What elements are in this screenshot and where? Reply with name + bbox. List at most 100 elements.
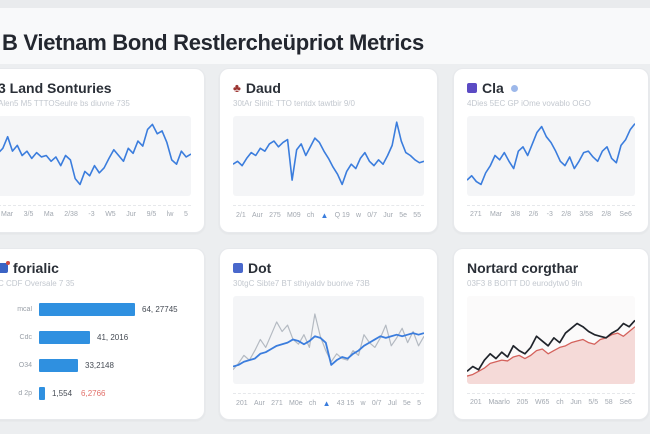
axis-tick: lw bbox=[166, 211, 174, 218]
axis-tick: Mar bbox=[490, 211, 503, 218]
axis-tick: 5e bbox=[399, 212, 407, 219]
axis-tick: ch bbox=[556, 399, 564, 406]
card-title: Cla bbox=[482, 80, 504, 96]
axis-tick: 43 15 bbox=[336, 400, 355, 407]
card-land-sonturies: 3 Land Sonturies Alen5 M5 TTTOSeulre bs … bbox=[0, 68, 205, 233]
card-forialic: forialic C CDF Oversale 7 35 mcal 64, 277… bbox=[0, 248, 205, 420]
axis-tick: M0e bbox=[289, 400, 303, 407]
bar-row: d 2p 1,554 6,2766 bbox=[0, 387, 191, 400]
axis-tick: M09 bbox=[286, 212, 301, 219]
bar-label: Cdc bbox=[19, 334, 32, 341]
axis-tick: w bbox=[356, 212, 362, 219]
axis-tick: ▲ bbox=[320, 211, 329, 220]
axis-tick: 271 bbox=[271, 400, 283, 407]
axis-tick: 58 bbox=[604, 399, 613, 406]
axis-tick: ch bbox=[308, 400, 317, 407]
blue-cube-icon bbox=[233, 263, 243, 273]
axis-tick: 2/8 bbox=[601, 211, 612, 218]
card-title: forialic bbox=[13, 260, 59, 276]
line-chart-cla bbox=[467, 116, 635, 196]
axis-tick: 5/5 bbox=[588, 399, 599, 406]
axis-tick: Q 19 bbox=[334, 212, 350, 219]
axis-tick: Se6 bbox=[619, 211, 632, 218]
x-axis-ticks: 201 Aur 271 M0e ch ▲ 43 15 w 0/7 Jul 5e 5 bbox=[233, 393, 424, 408]
card-title: 3 Land Sonturies bbox=[0, 80, 112, 96]
x-axis-ticks: Mar 3/5 Ma 2/38 -3 W5 Jur 9/5 lw 5 bbox=[0, 205, 191, 218]
x-axis-ticks: 201 Maarlo 205 W65 ch Jun 5/5 58 Se6 bbox=[467, 393, 635, 406]
clover-icon: ♣ bbox=[233, 81, 241, 95]
card-dot: Dot 30tgC Sibte7 BT sthiyaldv buorive 73… bbox=[219, 248, 438, 420]
axis-tick: 2/38 bbox=[64, 211, 78, 218]
bar-value: 1,554 bbox=[52, 389, 73, 398]
axis-tick: 2/1 bbox=[236, 212, 246, 219]
card-subtitle: 30tAr Slinit: TTO tentdx tawtbir 9/0 bbox=[233, 99, 355, 108]
card-title-row: Nortard corgthar bbox=[467, 260, 635, 276]
page-header: B Vietnam Bond Restlercheüpriot Metrics bbox=[0, 8, 650, 64]
card-title-row: ♣ Daud bbox=[233, 80, 424, 96]
axis-tick: 9/5 bbox=[146, 211, 157, 218]
axis-tick: Mar bbox=[1, 211, 14, 218]
bar bbox=[39, 303, 135, 316]
card-title: Nortard corgthar bbox=[467, 260, 579, 276]
axis-tick: ch bbox=[306, 212, 315, 219]
card-nortard-corgthar: Nortard corgthar 03F3 8 BOITT D0 eurodyt… bbox=[453, 248, 649, 420]
axis-tick: 201 bbox=[470, 399, 482, 406]
card-subtitle: C CDF Oversale 7 35 bbox=[0, 279, 75, 288]
axis-tick: 275 bbox=[269, 212, 281, 219]
card-title-row: Cla bbox=[467, 80, 635, 96]
card-daud: ♣ Daud 30tAr Slinit: TTO tentdx tawtbir … bbox=[219, 68, 438, 233]
axis-tick: Jur bbox=[126, 211, 136, 218]
card-subtitle: 4Dies 5EC GP iOme vovablo OGO bbox=[467, 99, 591, 108]
axis-tick: 2/6 bbox=[528, 211, 539, 218]
top-strip bbox=[0, 0, 650, 8]
axis-tick: 5 bbox=[417, 400, 421, 407]
bar-label: O34 bbox=[18, 362, 32, 369]
bar-row: O34 33,2148 bbox=[0, 359, 191, 372]
axis-tick: -3 bbox=[88, 211, 95, 218]
axis-tick: Aur bbox=[251, 212, 263, 219]
line-chart-dot bbox=[233, 296, 424, 384]
axis-tick: Jun bbox=[570, 399, 582, 406]
axis-tick: W65 bbox=[535, 399, 550, 406]
axis-tick: 205 bbox=[516, 399, 529, 406]
axis-tick: 0/7 bbox=[371, 400, 382, 407]
axis-tick: Se6 bbox=[619, 399, 632, 406]
area-chart-nortard bbox=[467, 296, 635, 384]
bar-label: mcal bbox=[17, 306, 32, 313]
bar-label: d 2p bbox=[18, 390, 32, 397]
card-title-row: Dot bbox=[233, 260, 424, 276]
axis-tick: 3/5 bbox=[23, 211, 34, 218]
bar bbox=[39, 387, 45, 400]
card-cla: Cla 4Dies 5EC GP iOme vovablo OGO 271 Mar… bbox=[453, 68, 649, 233]
axis-tick: Ma bbox=[43, 211, 54, 218]
axis-tick: Maarlo bbox=[488, 399, 510, 406]
axis-tick: 5 bbox=[184, 211, 188, 218]
card-subtitle: Alen5 M5 TTTOSeulre bs diuvne 735 bbox=[0, 99, 130, 108]
bar bbox=[39, 359, 78, 372]
axis-tick: -3 bbox=[546, 211, 553, 218]
card-subtitle: 03F3 8 BOITT D0 eurodytw0 9ln bbox=[467, 279, 583, 288]
card-title: Dot bbox=[248, 260, 272, 276]
axis-tick: 55 bbox=[413, 212, 421, 219]
x-axis-ticks: 2/1 Aur 275 M09 ch ▲ Q 19 w 0/7 Jur 5e 55 bbox=[233, 205, 424, 220]
axis-tick: Jur bbox=[383, 212, 393, 219]
axis-tick: w bbox=[360, 400, 366, 407]
x-axis-ticks: 271 Mar 3/8 2/6 -3 2/8 3/58 2/8 Se6 bbox=[467, 205, 635, 218]
bar-extra-value: 6,2766 bbox=[81, 389, 106, 398]
bar-row: mcal 64, 27745 bbox=[0, 303, 191, 316]
card-title-row: 3 Land Sonturies bbox=[0, 80, 191, 96]
line-chart-land-sonturies bbox=[0, 116, 191, 196]
bar-chart-forialic: mcal 64, 27745 Cdc 41, 2016 O34 33,2148 d 2p 1,… bbox=[0, 303, 191, 400]
bar-row: Cdc 41, 2016 bbox=[0, 331, 191, 344]
bar-value: 64, 27745 bbox=[142, 305, 178, 314]
axis-tick: 5e bbox=[403, 400, 411, 407]
forialic-logo-icon bbox=[0, 261, 10, 273]
purple-square-icon bbox=[467, 83, 477, 93]
bar-value: 33,2148 bbox=[85, 361, 114, 370]
axis-tick: Aur bbox=[253, 400, 265, 407]
axis-tick: Jul bbox=[387, 400, 397, 407]
bar bbox=[39, 331, 90, 344]
card-title-row: forialic bbox=[0, 260, 191, 276]
axis-tick: W5 bbox=[105, 211, 116, 218]
line-chart-daud bbox=[233, 116, 424, 196]
